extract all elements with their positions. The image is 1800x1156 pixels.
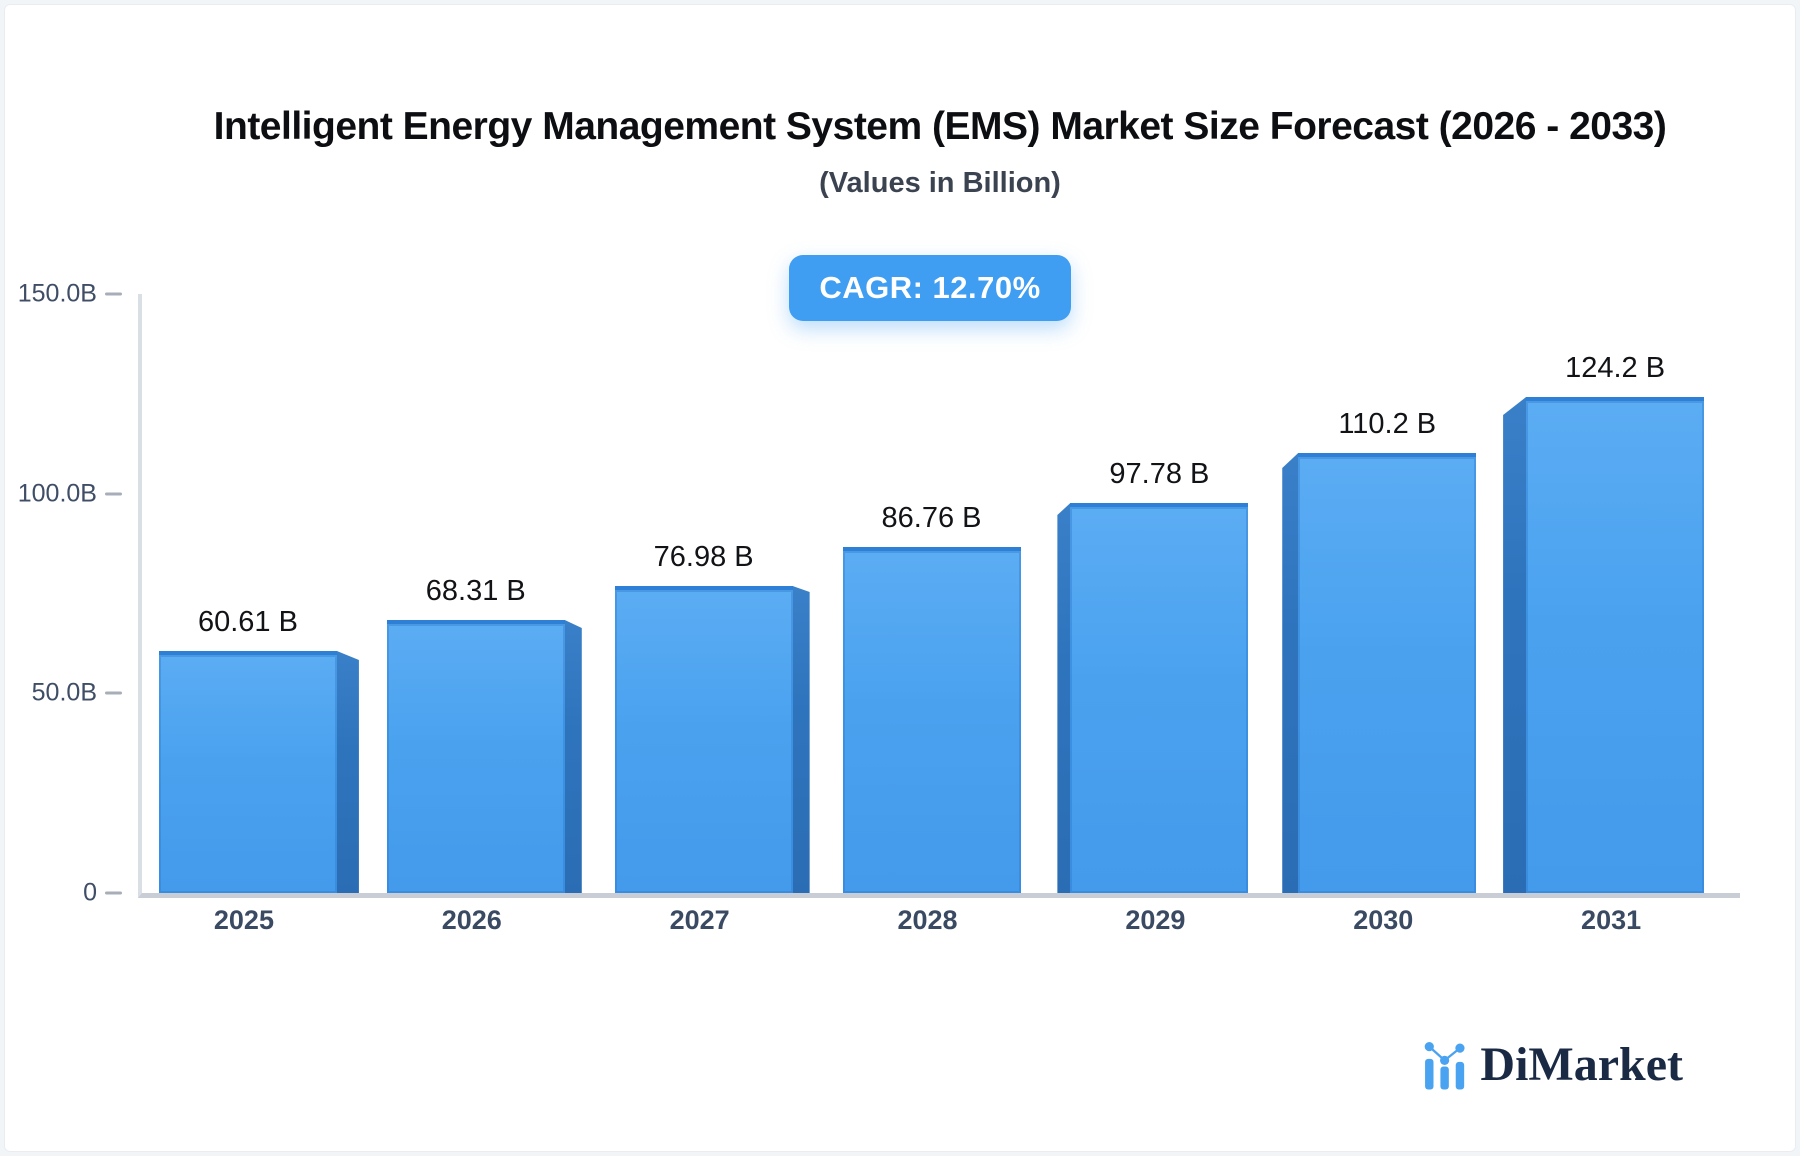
bar-2026[interactable] — [386, 620, 565, 893]
bar-slot-2026: 68.31 B — [362, 294, 590, 893]
bar-value-label-2030: 110.2 B — [1338, 408, 1437, 440]
brand-logo: DiMarket — [1422, 1037, 1683, 1093]
bar-2025[interactable] — [158, 651, 337, 893]
bar-value-label-2027: 76.98 B — [653, 541, 754, 573]
y-tick-mark-100 — [105, 492, 122, 496]
x-tick-label-2028: 2028 — [897, 905, 958, 935]
chart-title: Intelligent Energy Management System (EM… — [213, 105, 1667, 148]
bar-value-label-2028: 86.76 B — [881, 502, 982, 534]
bar-slot-2027: 76.98 B — [590, 294, 818, 893]
bar-2031[interactable] — [1526, 397, 1705, 893]
plot-area: 60.61 B 68.31 B 76.98 B 86.76 B 97.78 B 110.2… — [138, 294, 1740, 898]
bars-row: 60.61 B 68.31 B 76.98 B 86.76 B 97.78 B 110.2… — [134, 294, 1729, 893]
x-tick-label-2031: 2031 — [1581, 905, 1642, 935]
bar-side-panel-2027 — [792, 586, 810, 893]
bar-side-panel-2029 — [1057, 503, 1071, 893]
y-tick-mark-150 — [105, 292, 122, 296]
y-tick-mark-50 — [105, 691, 122, 695]
cagr-badge: CAGR: 12.70% — [789, 255, 1071, 321]
bar-chart-logo-icon — [1425, 1042, 1465, 1090]
bar-value-label-2031: 124.2 B — [1565, 352, 1666, 384]
bar-2030[interactable] — [1298, 453, 1477, 893]
bar-value-label-2025: 60.61 B — [197, 606, 298, 638]
chart-subtitle: (Values in Billion) — [819, 167, 1061, 199]
bar-slot-2029: 97.78 B — [1045, 294, 1273, 893]
x-tick-label-2025: 2025 — [213, 905, 274, 935]
x-tick-label-2030: 2030 — [1353, 905, 1414, 935]
brand-name: DiMarket — [1480, 1038, 1683, 1091]
y-tick-mark-0 — [105, 891, 122, 895]
bar-value-label-2029: 97.78 B — [1109, 458, 1210, 490]
bar-side-panel-2026 — [564, 620, 582, 893]
bar-slot-2025: 60.61 B — [134, 294, 362, 893]
bar-side-panel-2025 — [336, 651, 359, 893]
x-tick-label-2029: 2029 — [1125, 905, 1186, 935]
chart-card: Intelligent Energy Management System (EM… — [4, 4, 1796, 1152]
y-tick-label-150: 150.0B — [17, 279, 97, 308]
bar-side-panel-2031 — [1503, 397, 1527, 893]
x-tick-label-2026: 2026 — [441, 905, 502, 935]
x-tick-label-2027: 2027 — [669, 905, 730, 935]
bar-2027[interactable] — [614, 586, 793, 893]
bar-slot-2028: 86.76 B — [818, 294, 1046, 893]
bar-2029[interactable] — [1070, 503, 1249, 893]
bar-2028[interactable] — [842, 547, 1021, 893]
y-tick-label-100: 100.0B — [17, 479, 97, 508]
bar-slot-2031: 124.2 B — [1501, 294, 1729, 893]
bar-slot-2030: 110.2 B — [1273, 294, 1501, 893]
y-tick-label-50: 50.0B — [31, 678, 97, 707]
bar-value-label-2026: 68.31 B — [425, 575, 526, 607]
y-tick-label-0: 0 — [83, 878, 97, 907]
bar-side-panel-2030 — [1282, 453, 1299, 893]
cagr-badge-wrap: CAGR: 12.70% — [125, 255, 1735, 321]
x-axis: 2025 2026 2027 2028 2029 2030 2031 — [130, 905, 1725, 936]
